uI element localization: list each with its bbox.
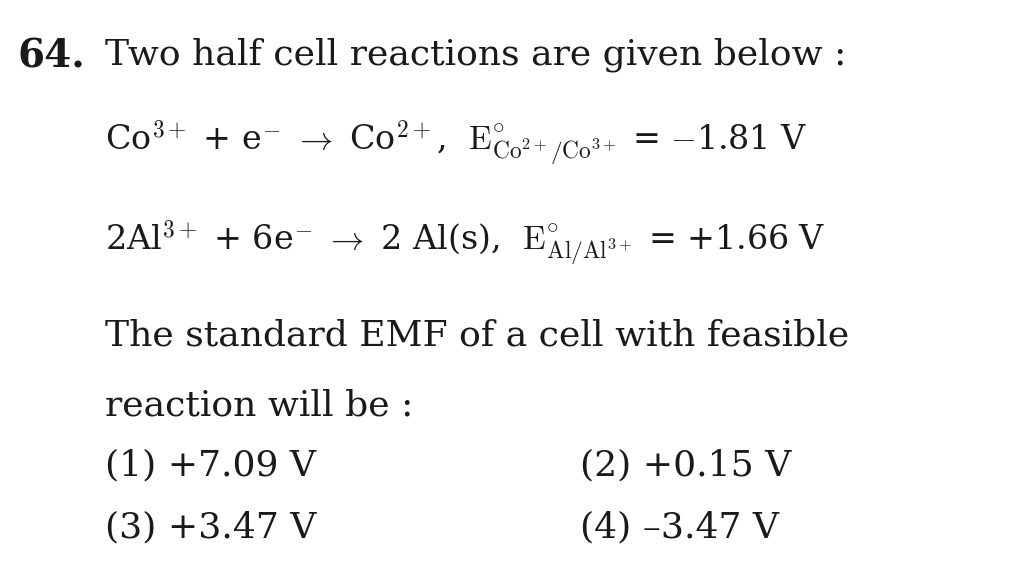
Text: (3) +3.47 V: (3) +3.47 V [105,510,316,544]
Text: (2) +0.15 V: (2) +0.15 V [580,448,792,482]
Text: 2Al$^{3+}$ + 6e$^{-}$ $\rightarrow$ 2 Al(s),  $\mathrm{E}^{\circ}_{\mathrm{Al/Al: 2Al$^{3+}$ + 6e$^{-}$ $\rightarrow$ 2 Al… [105,218,825,267]
Text: (4) –3.47 V: (4) –3.47 V [580,510,779,544]
Text: 64.: 64. [18,38,86,76]
Text: Co$^{3+}$ + e$^{-}$ $\rightarrow$ Co$^{2+}$,  $\mathrm{E}^{\circ}_{\mathrm{Co^{2: Co$^{3+}$ + e$^{-}$ $\rightarrow$ Co$^{2… [105,118,807,168]
Text: reaction will be :: reaction will be : [105,388,414,422]
Text: (1) +7.09 V: (1) +7.09 V [105,448,316,482]
Text: Two half cell reactions are given below :: Two half cell reactions are given below … [105,38,847,72]
Text: The standard EMF of a cell with feasible: The standard EMF of a cell with feasible [105,318,849,352]
